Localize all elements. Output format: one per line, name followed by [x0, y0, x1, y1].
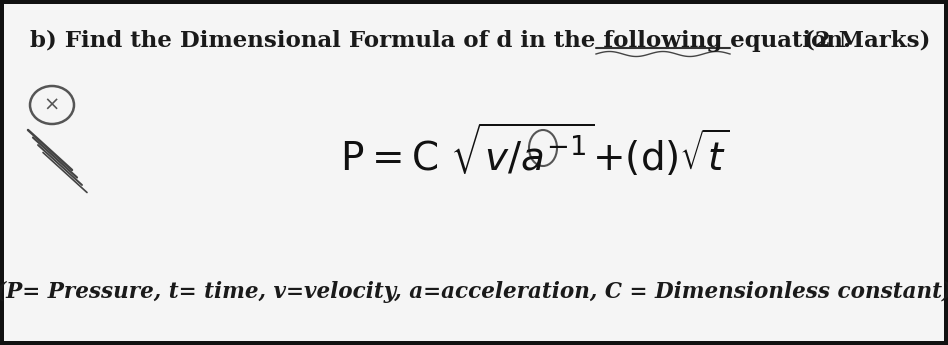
- Text: (P= Pressure, t= time, v=velocity, a=acceleration, C = Dimensionless constant): (P= Pressure, t= time, v=velocity, a=acc…: [0, 281, 948, 303]
- Text: (2 Marks): (2 Marks): [804, 30, 930, 52]
- FancyBboxPatch shape: [4, 4, 944, 341]
- Text: b) Find the Dimensional Formula of d in the following equation.: b) Find the Dimensional Formula of d in …: [30, 30, 851, 52]
- Text: ×: ×: [44, 96, 60, 115]
- Text: $\mathrm{P{=}C}\ \sqrt{v/a^{-1}}\mathrm{+(d)}\sqrt{t}$: $\mathrm{P{=}C}\ \sqrt{v/a^{-1}}\mathrm{…: [340, 121, 730, 179]
